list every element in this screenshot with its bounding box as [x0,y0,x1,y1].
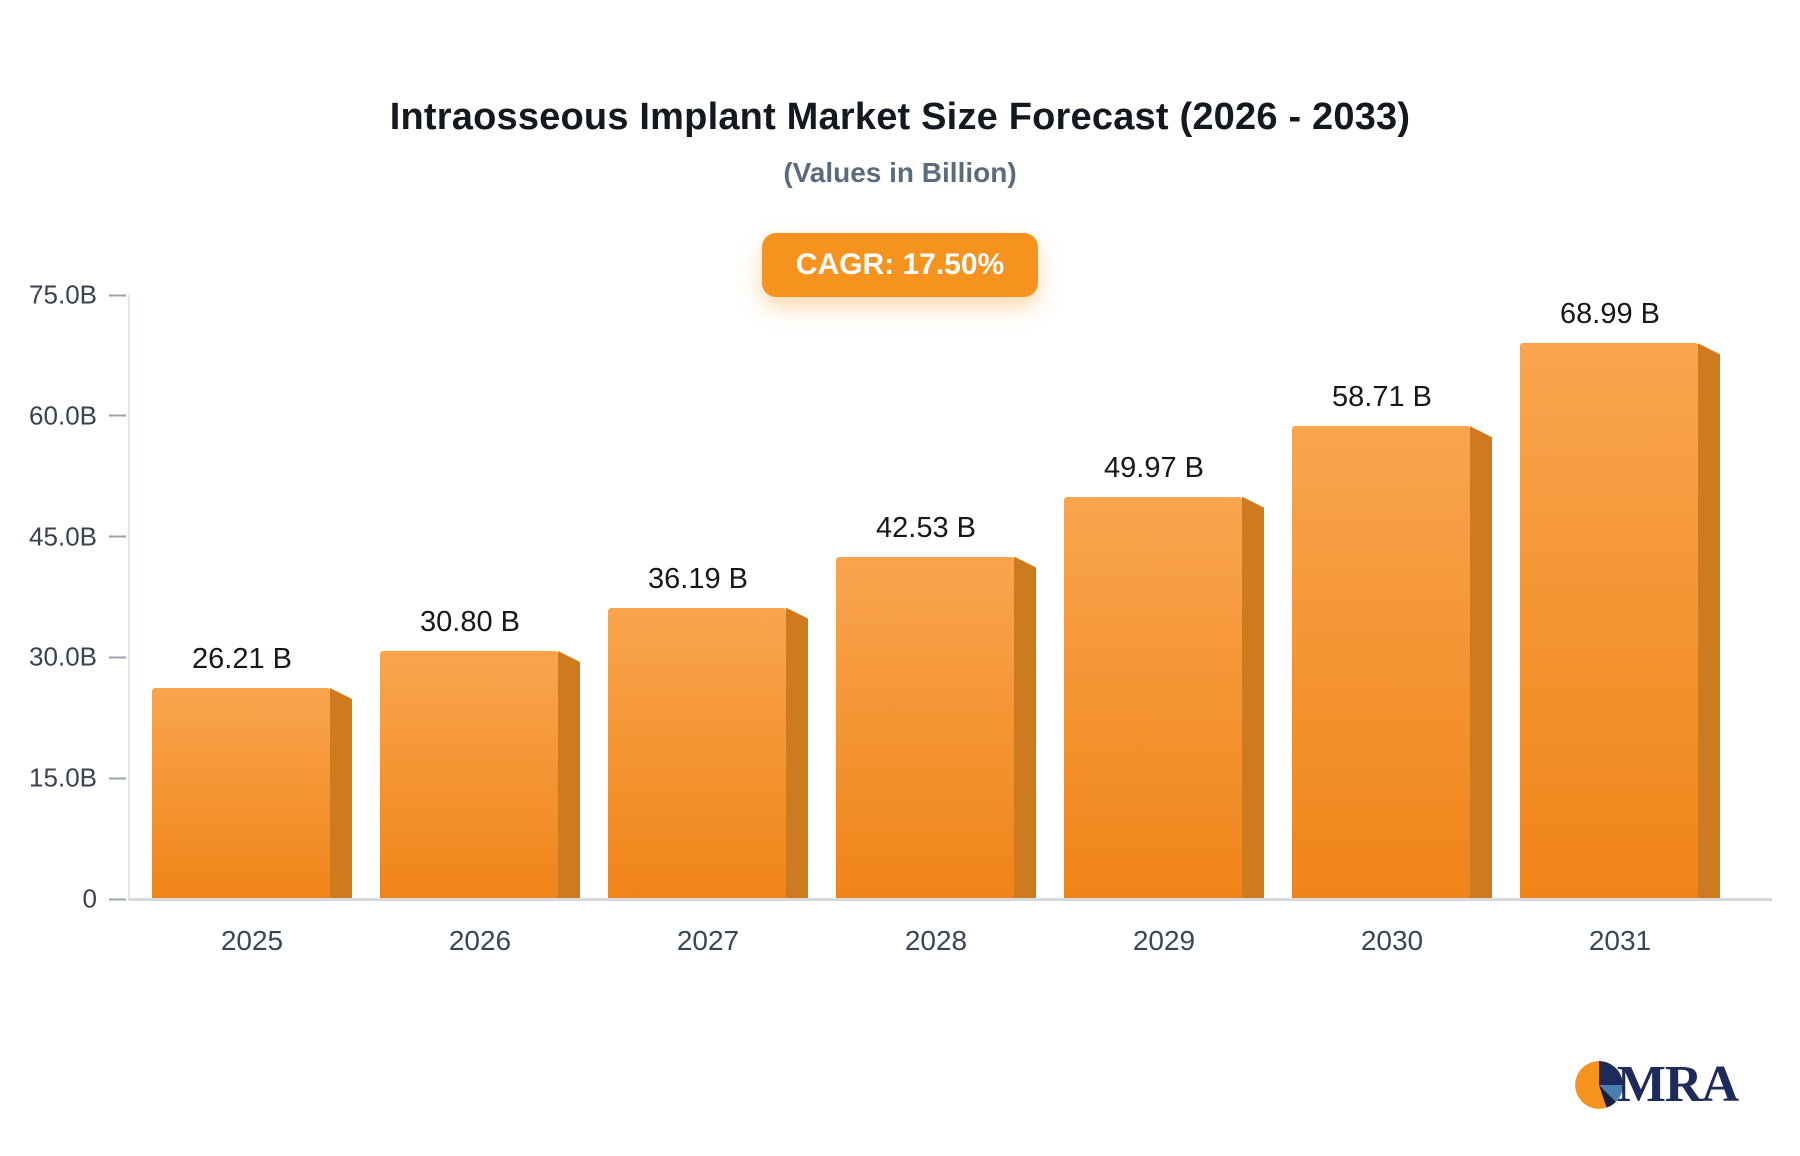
bar-side-face [1242,496,1264,899]
bar-value-label: 68.99 B [1560,298,1660,331]
y-tick-label: 60.0B [29,400,97,431]
y-tick-mark [109,656,126,659]
chart-title: Intraosseous Implant Market Size Forecas… [389,96,1411,138]
bar-side-face [1470,426,1492,899]
bar [1520,343,1698,899]
y-tick-mark [109,898,126,900]
chart-header: Intraosseous Implant Market Size Forecas… [0,0,1800,297]
y-tick-label: 75.0B [29,279,97,310]
x-tick-label: 2025 [220,925,284,956]
bar-group: 68.99 B 2031 [1520,298,1720,956]
y-tick-mark [109,535,126,538]
bar-side-face [1014,556,1036,899]
y-tick-label: 45.0B [29,521,97,552]
bar-side-face [330,687,352,899]
chart-subtitle: (Values in Billion) [783,157,1017,188]
mra-logo-text: MRA [1616,1056,1739,1113]
bar-side-face [558,650,580,899]
bar-group: 30.80 B 2026 [380,606,580,956]
x-axis-line [128,898,1772,901]
bar [380,650,558,899]
x-tick-label: 2026 [448,925,512,956]
y-tick: 75.0B [29,280,126,311]
bar-value-label: 26.21 B [192,642,292,675]
bar [1292,426,1470,899]
bar-side-face [1698,343,1720,899]
x-tick-label: 2030 [1360,925,1424,956]
bar-value-label: 49.97 B [1104,451,1204,484]
mra-logo: MRA [1573,1055,1739,1114]
y-tick-mark [109,294,126,296]
bars-container: 26.21 B 2025 30.80 B 2026 36.19 B 2027 42.53 B… [152,295,1720,956]
bar-value-label: 58.71 B [1332,381,1432,414]
bar-side-face [786,607,808,899]
y-tick-label: 30.0B [29,641,97,672]
bar [608,607,786,899]
y-axis-line [128,295,130,899]
bar [152,687,330,899]
bar-value-label: 36.19 B [648,562,748,595]
y-tick: 0 [83,884,126,915]
bar [1064,496,1242,899]
cagr-badge: CAGR: 17.50% [761,233,1039,297]
bar-group: 49.97 B 2029 [1064,452,1264,956]
bar-value-label: 42.53 B [876,511,976,544]
x-tick-label: 2027 [676,925,740,956]
x-tick-label: 2029 [1132,925,1196,956]
bar-group: 42.53 B 2028 [836,512,1036,956]
y-tick: 60.0B [29,400,126,431]
plot-area: 0 15.0B 30.0B 45.0B 60.0B 75.0B 26.21 B 2025 30… [0,280,1800,956]
bar-group: 36.19 B 2027 [608,563,808,956]
y-axis: 0 15.0B 30.0B 45.0B 60.0B 75.0B [0,280,126,914]
y-tick-mark [109,414,126,417]
bar-value-label: 30.80 B [420,605,520,638]
x-tick-label: 2031 [1588,925,1652,956]
y-tick: 15.0B [29,763,126,794]
bar-group: 26.21 B 2025 [152,643,352,956]
y-tick-mark [109,777,126,780]
y-tick: 30.0B [29,642,126,673]
bar-group: 58.71 B 2030 [1292,381,1492,956]
y-tick-label: 0 [82,883,97,914]
pie-circle-icon [1574,1060,1623,1109]
y-tick-label: 15.0B [29,762,97,793]
bar [836,556,1014,899]
x-tick-label: 2028 [904,925,968,956]
y-tick: 45.0B [29,521,126,552]
